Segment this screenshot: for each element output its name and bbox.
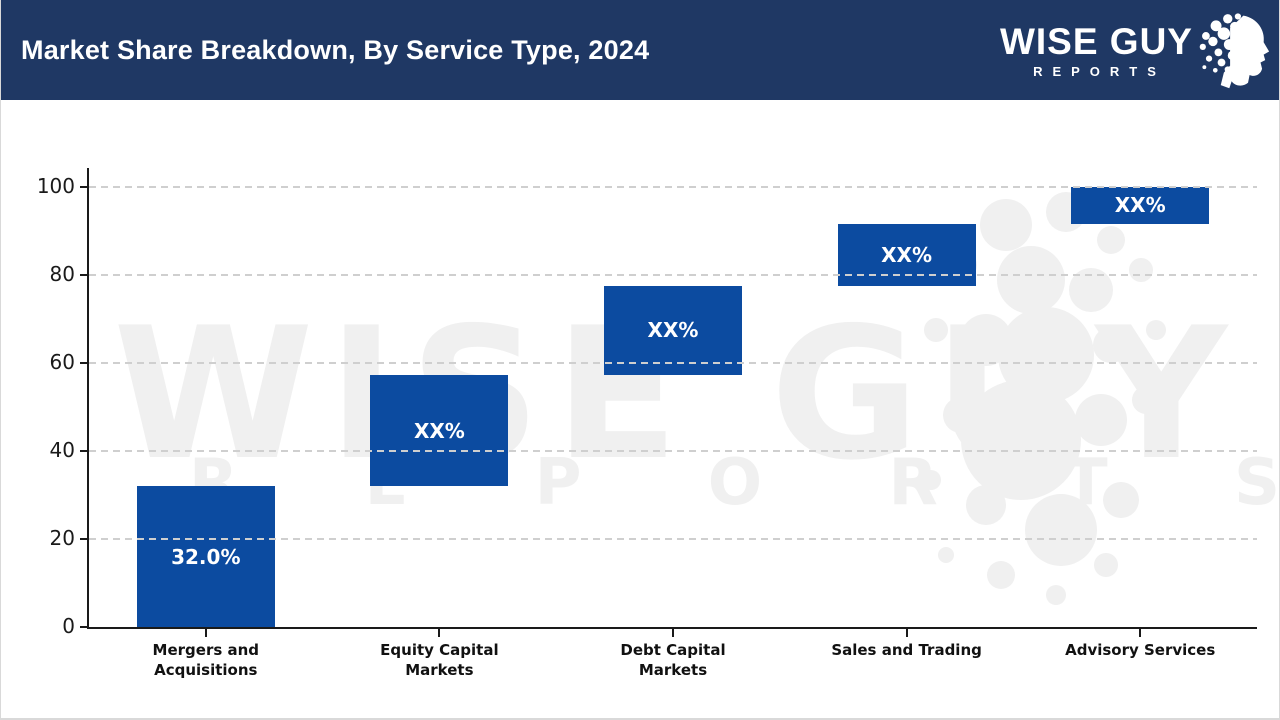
y-tick-label: 60: [49, 350, 75, 374]
x-tick: [672, 628, 674, 637]
bar: XX%: [604, 286, 742, 375]
watermark-dot: [1093, 327, 1129, 363]
watermark-dot: [1075, 394, 1127, 446]
x-category-label: Advisory Services: [1065, 641, 1216, 659]
logo-text: WISE GUY REPORTS: [1000, 23, 1193, 78]
bar: XX%: [370, 374, 509, 487]
y-gridline: [89, 186, 1257, 188]
watermark-dot: [1025, 494, 1097, 566]
bar: XX%: [1071, 187, 1210, 224]
wise-guy-reports-logo: WISE GUY REPORTS: [1000, 8, 1273, 92]
watermark-dot: [1132, 386, 1160, 414]
y-tick-label: 0: [62, 614, 75, 638]
page-title: Market Share Breakdown, By Service Type,…: [21, 34, 650, 65]
logo-name: WISE GUY: [999, 20, 1193, 62]
x-category-label: Mergers and Acquisitions: [152, 641, 260, 680]
watermark-dot: [1129, 258, 1153, 282]
x-axis-spine: [89, 627, 1257, 629]
y-tick-label: 100: [36, 174, 75, 198]
x-category-label: Debt Capital Markets: [620, 641, 726, 680]
logo-subtitle: REPORTS: [1033, 63, 1166, 79]
bar: XX%: [837, 223, 976, 286]
watermark-dot: [966, 485, 1006, 525]
y-gridline: [89, 450, 1257, 452]
y-gridline: [89, 538, 1257, 540]
watermark-dot: [924, 318, 948, 342]
bar-value-label: XX%: [413, 418, 465, 443]
watermark-dot: [921, 470, 941, 490]
bar-value-label: XX%: [647, 318, 699, 343]
bar-value-label: XX%: [1114, 193, 1166, 218]
watermark-dot: [1146, 320, 1166, 340]
y-tick: [80, 274, 89, 276]
y-tick: [80, 450, 89, 452]
watermark-dot: [1097, 226, 1125, 254]
y-tick: [80, 362, 89, 364]
watermark-dot: [1094, 553, 1118, 577]
watermark-dot: [961, 380, 1081, 500]
y-tick: [80, 538, 89, 540]
dotted-head-profile-icon: [1199, 13, 1270, 89]
x-tick: [905, 628, 908, 637]
y-tick: [80, 186, 89, 188]
watermark-dot: [938, 547, 954, 563]
y-gridline: [89, 362, 1257, 364]
y-axis-spine: [87, 168, 89, 629]
watermark-dot: [1103, 482, 1139, 518]
y-gridline: [89, 274, 1257, 276]
watermark-dot: [997, 246, 1065, 314]
y-tick-label: 40: [49, 438, 75, 462]
watermark-dot: [980, 199, 1032, 251]
watermark-dot: [987, 561, 1015, 589]
watermark-dot: [1046, 585, 1066, 605]
header-banner: Market Share Breakdown, By Service Type,…: [1, 0, 1279, 100]
bar-value-label: XX%: [881, 242, 933, 267]
bar-value-label: 32.0%: [171, 544, 241, 569]
x-tick: [204, 628, 207, 637]
y-tick-label: 80: [49, 262, 75, 286]
x-category-label: Sales and Trading: [831, 641, 982, 659]
y-tick: [80, 626, 89, 628]
x-category-label: Equity Capital Markets: [380, 641, 499, 680]
x-tick: [438, 628, 441, 637]
x-tick: [1139, 628, 1142, 637]
y-tick-label: 20: [49, 526, 75, 550]
bar: 32.0%: [136, 486, 275, 627]
